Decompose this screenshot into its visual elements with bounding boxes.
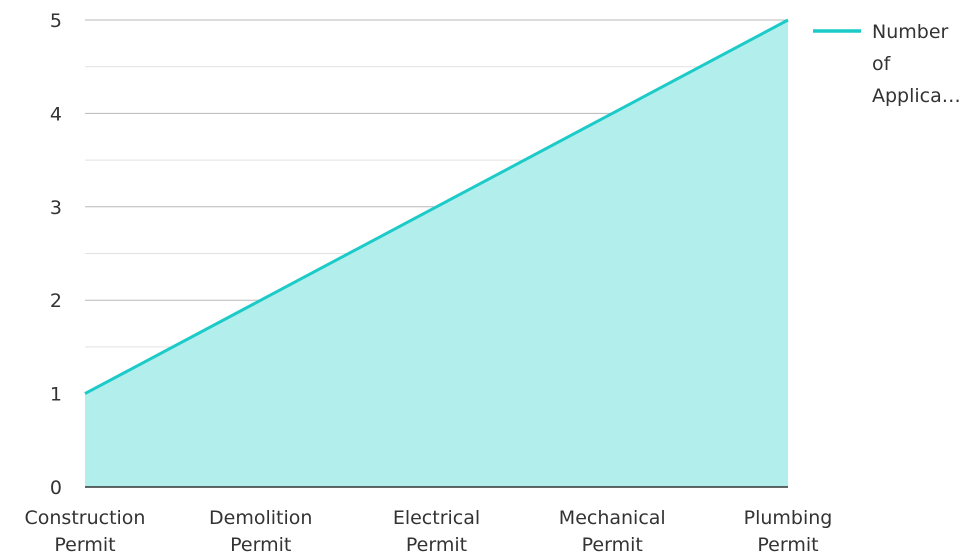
legend-label: Number of Applica… — [872, 21, 961, 107]
x-tick-label: Mechanical Permit — [559, 507, 666, 556]
y-tick-label: 0 — [50, 477, 62, 499]
y-tick-label: 2 — [50, 290, 62, 312]
x-tick-label: Demolition Permit — [209, 507, 312, 556]
y-tick-label: 5 — [50, 10, 62, 32]
y-tick-label: 3 — [50, 197, 62, 219]
series-layer — [84, 18, 789, 487]
y-tick-label: 4 — [50, 103, 62, 125]
series-area — [85, 20, 788, 487]
axes: 0 1 2 3 4 5 Construction Permit Demolition Permit… — [25, 10, 833, 556]
x-tick-label: Electrical Permit — [393, 507, 480, 556]
y-tick-label: 1 — [50, 384, 62, 406]
x-tick-label: Plumbing Permit — [744, 507, 833, 556]
x-tick-label: Construction Permit — [25, 507, 146, 556]
legend: Number of Applica… — [813, 21, 961, 107]
